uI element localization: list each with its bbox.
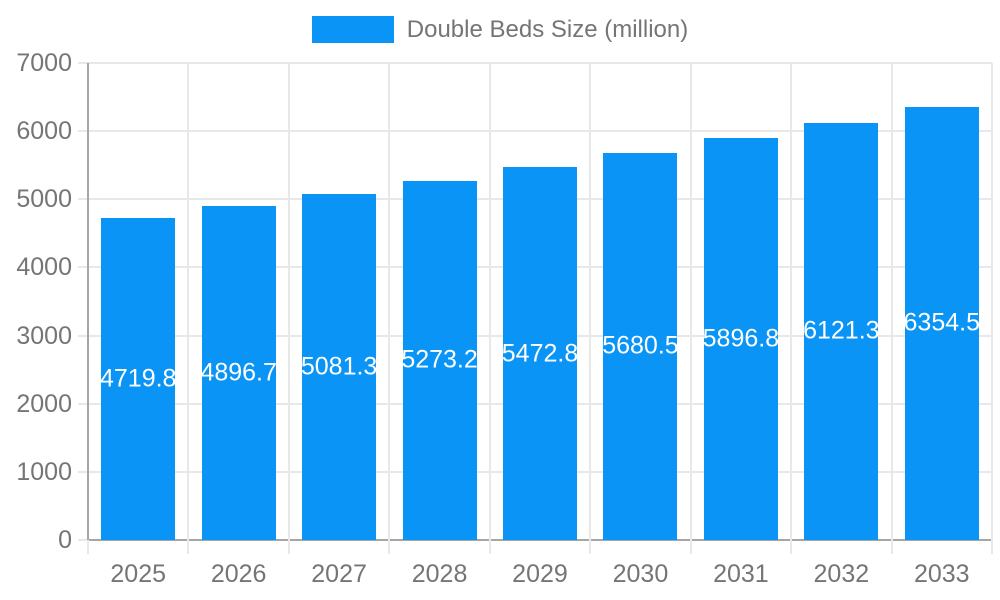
v-gridline <box>388 63 391 540</box>
v-gridline <box>589 63 592 540</box>
y-tick-label: 7000 <box>16 49 72 77</box>
y-tick <box>78 539 88 541</box>
x-tick-label: 2030 <box>612 560 669 588</box>
bar-value-label: 4719.8 <box>99 364 177 393</box>
x-tick <box>87 540 89 554</box>
v-gridline <box>790 63 793 540</box>
y-axis-line <box>87 63 89 540</box>
bar <box>804 122 879 540</box>
bar <box>503 167 577 540</box>
x-tick-label: 2031 <box>713 560 769 588</box>
y-tick <box>78 334 88 337</box>
y-tick <box>78 402 88 405</box>
y-tick-label: 0 <box>58 526 72 554</box>
bar <box>402 180 477 540</box>
x-tick <box>890 540 893 554</box>
v-gridline <box>991 63 993 540</box>
legend-swatch <box>311 16 394 43</box>
bar-value-label: 4896.7 <box>200 358 277 387</box>
y-tick <box>78 470 88 473</box>
y-tick-label: 3000 <box>16 321 72 350</box>
x-tick <box>689 540 692 554</box>
bar-value-label: 5896.8 <box>702 324 780 353</box>
v-gridline <box>689 63 692 540</box>
y-tick <box>78 266 88 269</box>
legend-label: Double Beds Size (million) <box>406 16 689 43</box>
y-tick-label: 6000 <box>16 117 72 146</box>
x-tick <box>488 540 491 554</box>
x-tick-label: 2033 <box>913 560 970 588</box>
x-tick-label: 2032 <box>813 560 870 588</box>
h-gridline <box>88 130 992 133</box>
v-gridline <box>287 63 290 540</box>
bar-value-label: 5081.3 <box>300 352 378 381</box>
v-gridline <box>890 63 893 540</box>
x-tick-label: 2027 <box>311 560 367 588</box>
x-tick <box>589 540 592 554</box>
bar-value-label: 6354.5 <box>903 308 980 337</box>
v-gridline <box>488 63 491 540</box>
y-tick-label: 1000 <box>16 457 72 486</box>
legend: Double Beds Size (million) <box>0 16 1000 43</box>
y-tick-label: 5000 <box>16 185 72 214</box>
bar <box>904 106 979 540</box>
y-tick-label: 2000 <box>16 389 72 418</box>
x-tick-label: 2029 <box>512 560 568 588</box>
bar-value-label: 6121.3 <box>803 316 880 345</box>
x-tick <box>187 540 190 554</box>
x-tick <box>287 540 290 554</box>
x-axis-line <box>88 539 992 541</box>
y-tick <box>78 198 88 201</box>
x-tick <box>991 540 993 554</box>
bar-value-label: 5680.5 <box>602 331 679 360</box>
x-tick-label: 2028 <box>411 560 468 588</box>
x-tick <box>388 540 391 554</box>
bar <box>703 138 778 540</box>
x-tick <box>790 540 793 554</box>
bar-value-label: 5273.2 <box>401 345 478 374</box>
y-tick <box>78 130 88 133</box>
x-tick-label: 2025 <box>110 560 167 588</box>
bar <box>302 193 377 540</box>
h-gridline <box>88 62 992 64</box>
bar-value-label: 5472.8 <box>501 339 579 368</box>
v-gridline <box>187 63 190 540</box>
bar <box>603 152 678 540</box>
x-tick-label: 2026 <box>210 560 267 588</box>
y-tick <box>78 62 88 64</box>
y-tick-label: 4000 <box>16 253 72 282</box>
bar <box>201 206 276 540</box>
bar <box>101 218 176 540</box>
